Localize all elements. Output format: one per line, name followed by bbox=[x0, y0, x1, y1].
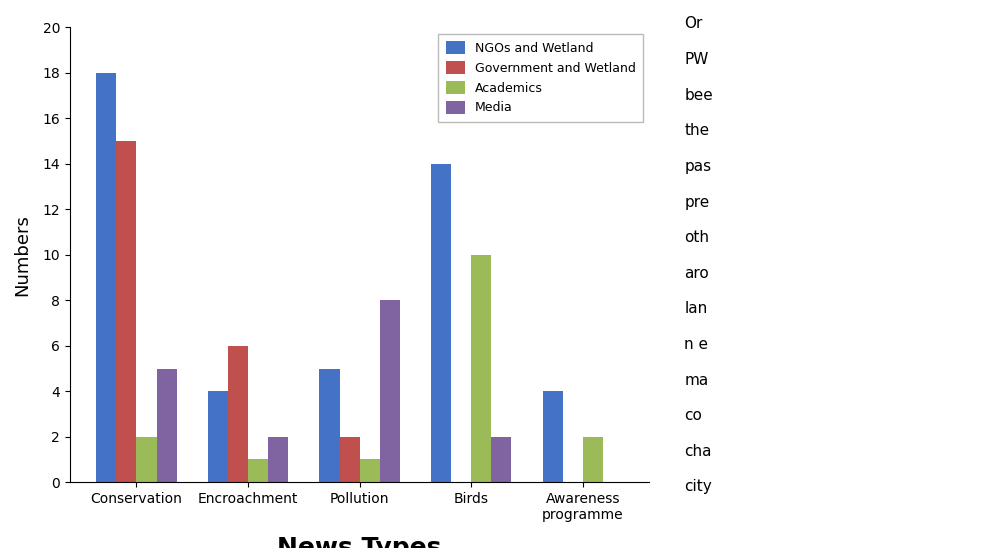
Text: pas: pas bbox=[684, 159, 711, 174]
Bar bbox=[582, 437, 603, 482]
Bar bbox=[137, 437, 157, 482]
Bar bbox=[472, 255, 492, 482]
Text: lan: lan bbox=[684, 301, 707, 316]
Bar bbox=[340, 437, 360, 482]
Y-axis label: Numbers: Numbers bbox=[13, 214, 31, 296]
Text: bee: bee bbox=[684, 88, 713, 102]
Text: ma: ma bbox=[684, 373, 708, 387]
Bar bbox=[96, 73, 116, 482]
Bar bbox=[248, 459, 268, 482]
Bar bbox=[360, 459, 380, 482]
Bar bbox=[380, 300, 400, 482]
Text: aro: aro bbox=[684, 266, 709, 281]
Bar bbox=[320, 368, 340, 482]
Bar bbox=[268, 437, 289, 482]
Text: Or: Or bbox=[684, 16, 702, 31]
Text: pre: pre bbox=[684, 195, 709, 209]
Text: cha: cha bbox=[684, 444, 712, 459]
Text: the: the bbox=[684, 123, 709, 138]
Bar bbox=[492, 437, 511, 482]
Bar bbox=[228, 346, 248, 482]
Legend: NGOs and Wetland, Government and Wetland, Academics, Media: NGOs and Wetland, Government and Wetland… bbox=[439, 33, 643, 122]
Bar bbox=[157, 368, 177, 482]
Bar bbox=[208, 391, 228, 482]
Text: city: city bbox=[684, 480, 712, 494]
Text: co: co bbox=[684, 408, 702, 423]
Bar bbox=[542, 391, 562, 482]
Bar bbox=[116, 141, 137, 482]
Text: n e: n e bbox=[684, 337, 708, 352]
X-axis label: News Types: News Types bbox=[278, 536, 442, 548]
Text: oth: oth bbox=[684, 230, 709, 245]
Text: PW: PW bbox=[684, 52, 708, 67]
Bar bbox=[431, 164, 452, 482]
